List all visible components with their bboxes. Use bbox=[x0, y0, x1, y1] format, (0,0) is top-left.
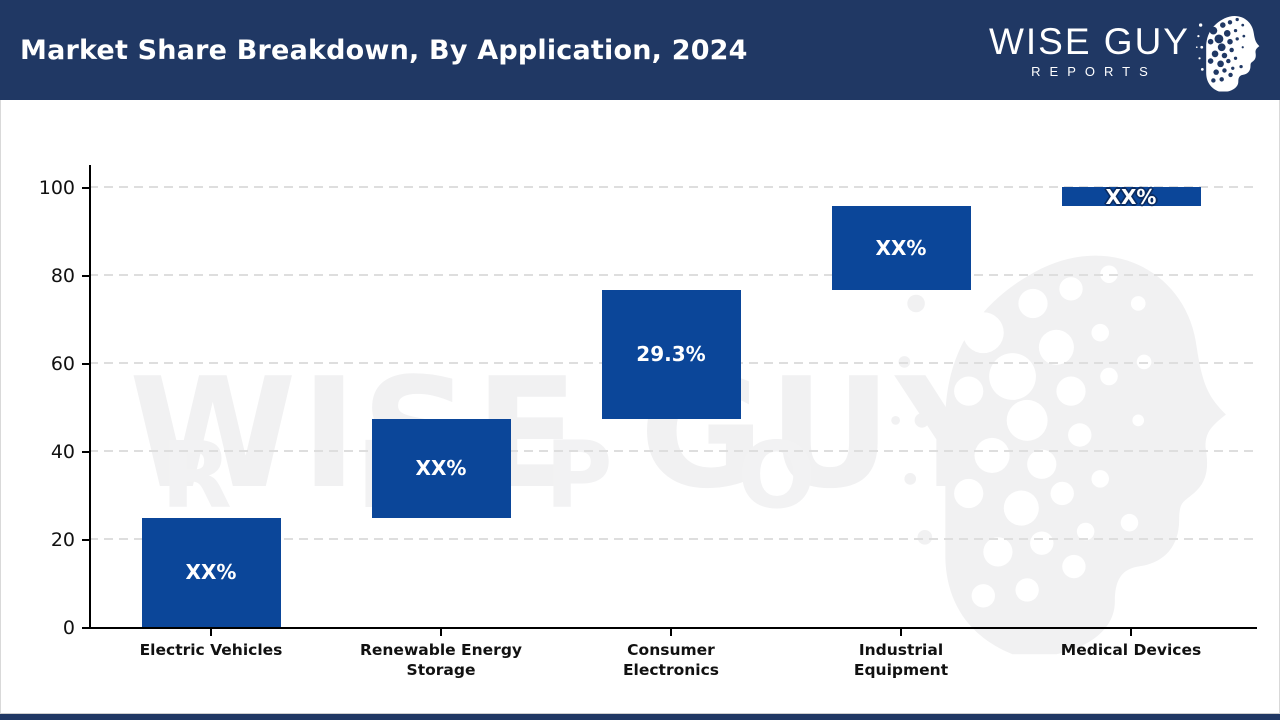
bar-industrial-equipment bbox=[831, 206, 971, 290]
category-label-line: Medical Devices bbox=[1060, 641, 1202, 659]
bar-renewable-energy-storage bbox=[371, 418, 511, 518]
x-tick-consumer-electronics bbox=[670, 629, 672, 636]
bar-consumer-electronics bbox=[601, 289, 741, 419]
bar-value-label-medical-devices: XX% bbox=[1105, 184, 1157, 209]
category-label-line: Renewable Energy bbox=[359, 641, 523, 659]
category-label-line: Storage bbox=[406, 661, 476, 679]
y-tick-label-20: 20 bbox=[50, 529, 75, 551]
y-tick-label-40: 40 bbox=[50, 441, 75, 463]
x-tick-industrial-equipment bbox=[900, 629, 902, 636]
wise-guy-logo: WISE GUY REPORTS bbox=[989, 8, 1266, 92]
category-label-line: Electronics bbox=[622, 661, 720, 679]
category-label-line: Industrial bbox=[858, 641, 944, 659]
bar-value-label-electric-vehicles: XX% bbox=[185, 560, 237, 585]
y-tick-80 bbox=[82, 275, 89, 277]
logo-head-icon bbox=[1195, 16, 1260, 92]
bar-medical-devices bbox=[1061, 187, 1201, 207]
category-label-electric-vehicles: Electric Vehicles bbox=[96, 640, 326, 660]
x-axis-line bbox=[89, 627, 1257, 629]
category-label-consumer-electronics: Consumer Electronics bbox=[556, 640, 786, 680]
category-label-medical-devices: Medical Devices bbox=[1016, 640, 1246, 660]
category-label-line: Equipment bbox=[853, 661, 949, 679]
category-label-renewable-energy-storage: Renewable Energy Storage bbox=[326, 640, 556, 680]
y-tick-20 bbox=[82, 539, 89, 541]
gridline-40 bbox=[89, 450, 1257, 452]
bar-electric-vehicles bbox=[141, 517, 281, 627]
y-tick-100 bbox=[82, 187, 89, 189]
logo-subtitle: REPORTS bbox=[1031, 63, 1157, 79]
bar-value-label-industrial-equipment: XX% bbox=[875, 236, 927, 261]
category-label-line: Consumer bbox=[627, 641, 715, 659]
footer-bar bbox=[0, 714, 1280, 720]
watermark-wordmark: WISE GUY bbox=[129, 345, 1010, 522]
y-tick-60 bbox=[82, 363, 89, 365]
y-tick-label-0: 0 bbox=[62, 617, 75, 639]
x-tick-electric-vehicles bbox=[210, 629, 212, 636]
y-axis-line bbox=[89, 165, 91, 629]
y-tick-40 bbox=[82, 451, 89, 453]
category-label-industrial-equipment: Industrial Equipment bbox=[786, 640, 1016, 680]
logo-text: WISE GUY REPORTS bbox=[989, 23, 1190, 78]
y-tick-label-60: 60 bbox=[50, 353, 75, 375]
y-tick-label-80: 80 bbox=[50, 265, 75, 287]
y-tick-label-100: 100 bbox=[38, 177, 75, 199]
y-tick-0 bbox=[82, 627, 89, 629]
x-tick-medical-devices bbox=[1130, 629, 1132, 636]
bar-value-label-renewable-energy-storage: XX% bbox=[415, 456, 467, 481]
gridline-20 bbox=[89, 538, 1257, 540]
header-bar: Market Share Breakdown, By Application, … bbox=[0, 0, 1280, 100]
logo-wordmark: WISE GUY bbox=[988, 20, 1190, 62]
bar-value-label-consumer-electronics: 29.3% bbox=[636, 342, 706, 367]
x-tick-renewable-energy-storage bbox=[440, 629, 442, 636]
watermark-head-icon bbox=[891, 255, 1226, 655]
category-label-line: Electric Vehicles bbox=[139, 641, 283, 659]
gridline-80 bbox=[89, 274, 1257, 276]
gridline-100 bbox=[89, 186, 1257, 188]
page-title: Market Share Breakdown, By Application, … bbox=[20, 34, 748, 66]
